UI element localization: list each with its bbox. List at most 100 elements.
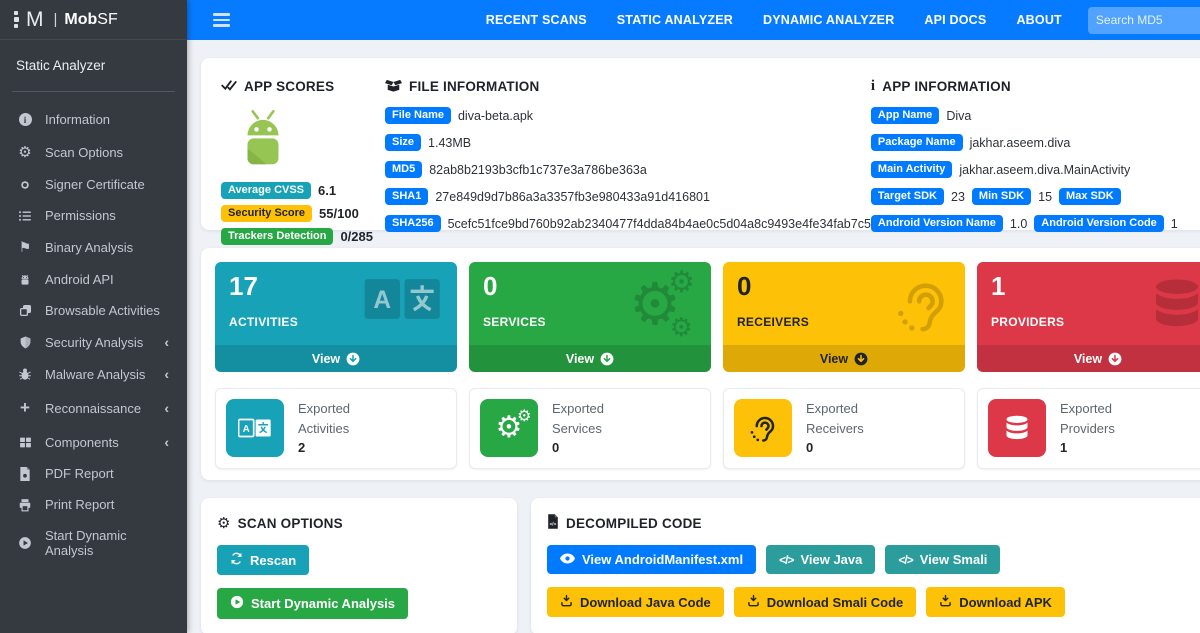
sidebar-item-binary-analysis[interactable]: Binary Analysis	[0, 231, 187, 264]
printer-icon	[16, 498, 34, 512]
shield-icon	[16, 336, 34, 349]
sidebar-item-malware-analysis[interactable]: Malware Analysis ‹	[0, 358, 187, 390]
exported-activities-count: 2	[298, 440, 306, 455]
file-name-badge: File Name	[385, 107, 451, 124]
mobsf-logo-icon	[14, 11, 19, 28]
sidebar-item-label: Security Analysis	[45, 334, 144, 350]
sha1-badge: SHA1	[385, 188, 429, 205]
sync-icon	[230, 552, 243, 568]
sidebar-item-browsable-activities[interactable]: Browsable Activities	[0, 295, 187, 326]
sidebar-item-label: Malware Analysis	[45, 366, 146, 382]
receivers-stat-card: 0 RECEIVERS View	[722, 262, 965, 372]
sidebar-item-label: Scan Options	[45, 144, 124, 160]
search-input[interactable]	[1095, 13, 1200, 27]
chevron-left-icon: ‹	[164, 434, 169, 450]
download-apk-button[interactable]: Download APK	[926, 587, 1065, 617]
button-label: Download Smali Code	[766, 594, 904, 610]
view-smali-button[interactable]: View Smali	[885, 545, 1001, 574]
sidebar-item-label: Android API	[45, 272, 114, 287]
hamburger-menu-icon[interactable]	[213, 13, 230, 27]
exported-providers-count: 1	[1059, 440, 1068, 455]
sidebar-item-android-api[interactable]: Android API	[0, 264, 187, 295]
target-sdk-value: 23	[951, 189, 965, 204]
sidebar-item-pdf-report[interactable]: PDF Report	[0, 458, 187, 489]
sidebar-item-reconnaissance[interactable]: Reconnaissance ‹	[0, 390, 187, 426]
size-row: Size 1.43MB	[385, 134, 871, 151]
providers-count: 1	[990, 271, 1006, 301]
nav-link-dynamic-analyzer[interactable]: DYNAMIC ANALYZER	[762, 13, 895, 27]
nav-link-recent-scans[interactable]: RECENT SCANS	[485, 13, 587, 27]
play-circle-icon	[16, 536, 34, 550]
app-information-column: i APP INFORMATION App Name Diva Package …	[870, 78, 1200, 232]
min-sdk-value: 15	[1038, 189, 1053, 204]
pdf-icon	[16, 466, 34, 481]
info-icon	[16, 113, 34, 126]
decompiled-code-title: </> DECOMPILED CODE	[547, 514, 1200, 532]
sha256-badge: SHA256	[385, 215, 441, 232]
download-smali-code-button[interactable]: Download Smali Code	[733, 587, 917, 617]
gear-icon	[16, 143, 34, 161]
md5-badge: MD5	[385, 161, 423, 178]
certificate-icon	[16, 178, 34, 192]
nav-link-api-docs[interactable]: API DOCS	[924, 13, 987, 27]
services-count: 0	[482, 271, 498, 301]
component-word: Activities	[298, 420, 350, 436]
summary-card: APP SCORES Average CVSS 6.1	[201, 58, 1200, 245]
app-name-badge: App Name	[870, 107, 940, 124]
download-java-code-button[interactable]: Download Java Code	[547, 587, 724, 617]
app-name-value: Diva	[946, 108, 972, 123]
activities-count: 17	[229, 271, 258, 301]
language-icon: A	[226, 399, 284, 458]
sidebar-item-scan-options[interactable]: Scan Options	[0, 135, 187, 169]
sidebar-item-information[interactable]: Information	[0, 104, 187, 135]
bottom-row: SCAN OPTIONS Rescan	[201, 498, 1200, 633]
file-information-title: FILE INFORMATION	[385, 78, 871, 95]
package-name-badge: Package Name	[870, 134, 963, 151]
main-activity-row: Main Activity jakhar.aseem.diva.MainActi…	[870, 161, 1200, 178]
file-information-column: FILE INFORMATION File Name diva-beta.apk…	[383, 78, 871, 232]
sidebar-item-label: Browsable Activities	[45, 303, 160, 318]
package-name-row: Package Name jakhar.aseem.diva	[870, 134, 1200, 151]
sidebar-item-components[interactable]: Components ‹	[0, 426, 187, 458]
exported-receivers-count: 0	[805, 440, 814, 455]
flag-icon	[16, 239, 34, 256]
sidebar-item-label: Components	[45, 434, 119, 450]
nav-link-about[interactable]: ABOUT	[1016, 13, 1062, 27]
activities-view-button[interactable]: View	[215, 345, 457, 372]
average-cvss-badge: Average CVSS	[221, 182, 312, 199]
services-view-button[interactable]: View	[468, 345, 711, 372]
exported-word: Exported	[805, 401, 859, 416]
language-icon: A	[363, 276, 443, 327]
view-androidmanifest-button[interactable]: View AndroidManifest.xml	[547, 545, 757, 574]
sidebar-item-label: Information	[45, 112, 111, 127]
sidebar-item-signer-certificate[interactable]: Signer Certificate	[0, 169, 187, 200]
receivers-count: 0	[736, 271, 752, 301]
code-icon	[779, 552, 793, 567]
sidebar-item-start-dynamic-analysis[interactable]: Start Dynamic Analysis	[0, 520, 187, 566]
code-icon	[898, 552, 912, 567]
decompiled-code-card: </> DECOMPILED CODE View AndroidManifest…	[531, 498, 1200, 633]
security-score-value: 55/100	[319, 206, 359, 221]
app-name-row: App Name Diva	[870, 107, 1200, 124]
sidebar-divider	[12, 91, 175, 92]
providers-view-button[interactable]: View	[976, 345, 1200, 372]
section-title-text: FILE INFORMATION	[409, 79, 540, 94]
sidebar-item-print-report[interactable]: Print Report	[0, 489, 187, 520]
trackers-detection-badge: Trackers Detection	[221, 228, 334, 245]
exported-providers-card: Exported Providers 1	[976, 388, 1200, 469]
sidebar-item-permissions[interactable]: Permissions	[0, 200, 187, 231]
brand-logo[interactable]: M | MobSF	[0, 0, 187, 40]
section-title-text: DECOMPILED CODE	[566, 515, 702, 531]
receivers-view-button[interactable]: View	[722, 345, 965, 372]
check-double-icon	[221, 78, 237, 95]
rescan-button[interactable]: Rescan	[217, 545, 310, 575]
section-title-text: SCAN OPTIONS	[237, 515, 343, 531]
view-java-button[interactable]: View Java	[766, 545, 876, 574]
sidebar-item-security-analysis[interactable]: Security Analysis ‹	[0, 326, 187, 358]
start-dynamic-analysis-button[interactable]: Start Dynamic Analysis	[217, 588, 409, 619]
package-name-value: jakhar.aseem.diva	[969, 135, 1071, 150]
nav-link-static-analyzer[interactable]: STATIC ANALYZER	[616, 13, 733, 27]
size-badge: Size	[385, 134, 422, 151]
max-sdk-badge: Max SDK	[1059, 188, 1121, 205]
